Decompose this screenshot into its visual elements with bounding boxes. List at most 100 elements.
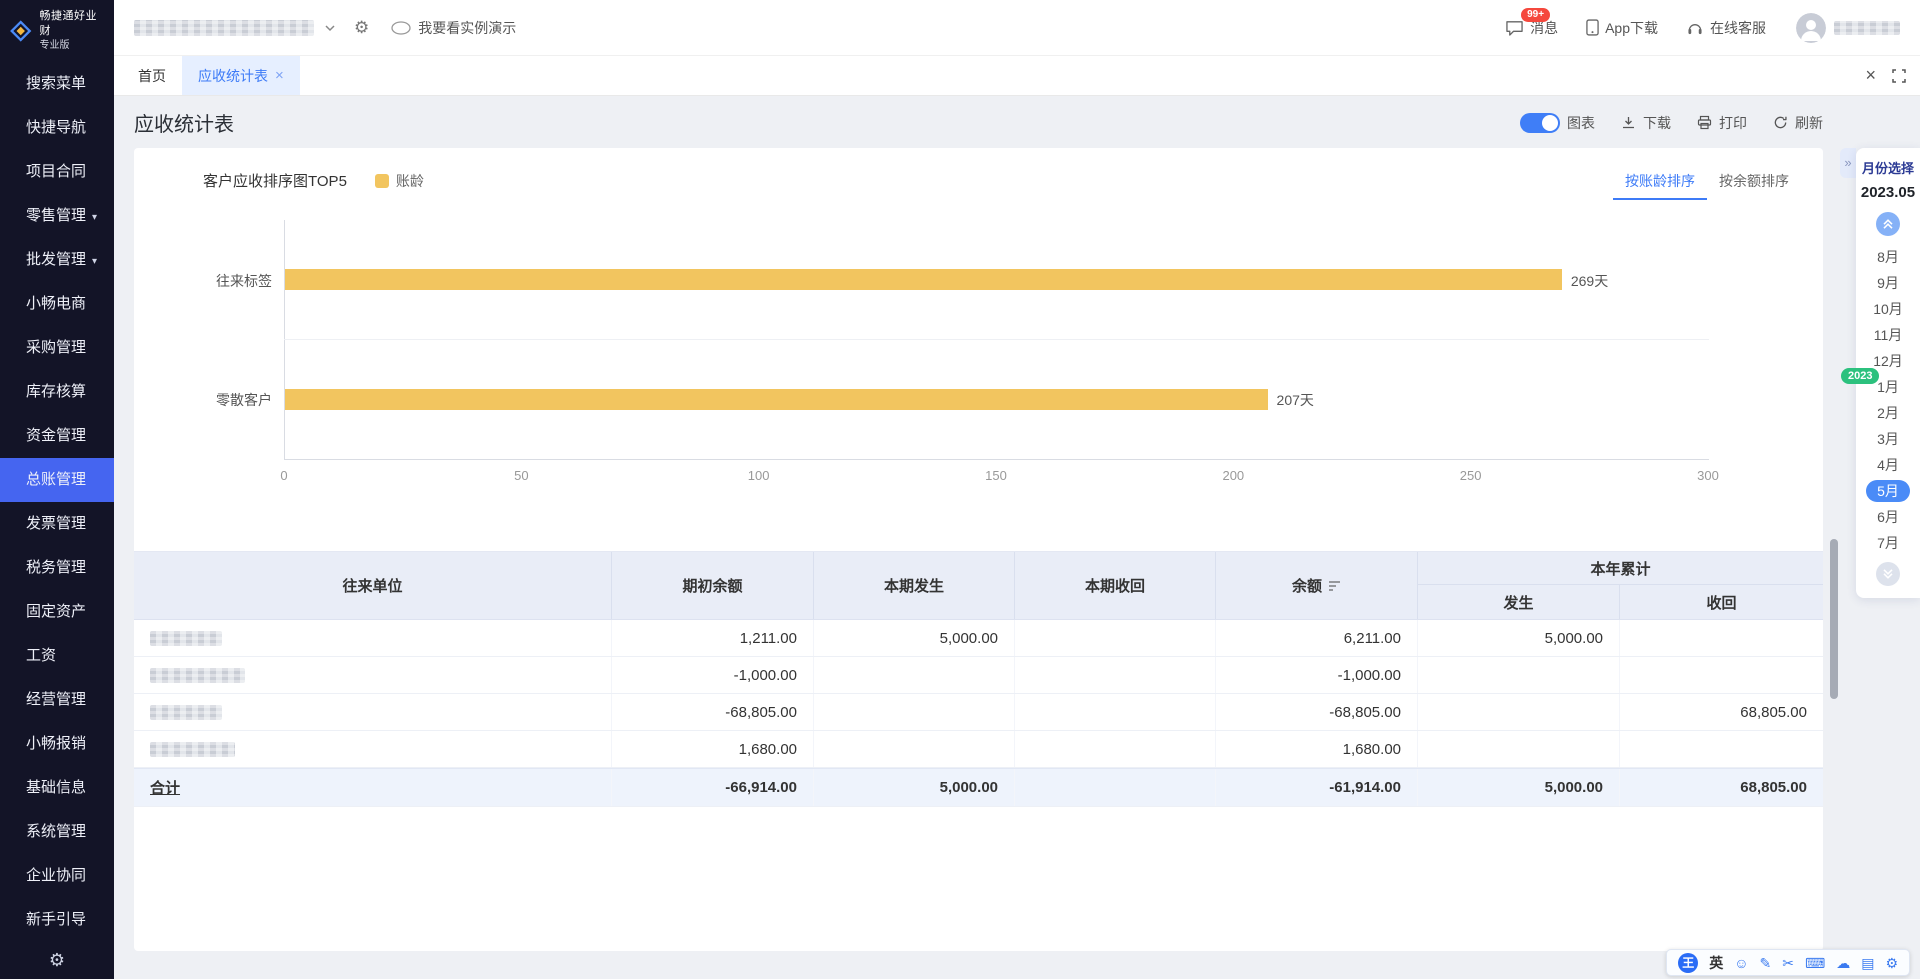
sort-tab-aging[interactable]: 按账龄排序 [1613, 166, 1707, 200]
sidebar-item-6[interactable]: 采购管理 [0, 326, 114, 370]
ime-logo[interactable]: 王 [1678, 952, 1699, 973]
table-row-2[interactable]: -68,805.00 -68,805.00 68,805.00 [134, 694, 1823, 731]
sidebar-item-2[interactable]: 项目合同 [0, 150, 114, 194]
app-download-button[interactable]: App下载 [1586, 18, 1658, 38]
refresh-button[interactable]: 刷新 [1773, 113, 1823, 133]
sidebar-item-label: 搜索菜单 [26, 75, 87, 93]
sidebar-item-17[interactable]: 系统管理 [0, 810, 114, 854]
sidebar-item-5[interactable]: 小畅电商 [0, 282, 114, 326]
messages-badge: 99+ [1521, 7, 1551, 22]
col-header-year-occurred[interactable]: 发生 [1418, 585, 1620, 619]
table-cell: -1,000.00 [612, 657, 814, 693]
col-header-year-recovered[interactable]: 收回 [1706, 594, 1737, 612]
sort-tab-balance[interactable]: 按余额排序 [1719, 173, 1789, 189]
messages-button[interactable]: 99+ 消息 [1505, 7, 1558, 38]
ime-language-mode[interactable]: 英 [1709, 954, 1724, 971]
sidebar-item-label: 小畅电商 [26, 295, 87, 313]
chart-legend[interactable]: 账龄 [374, 171, 424, 191]
col-header-period-occurred[interactable]: 本期发生 [814, 552, 1015, 619]
sidebar-item-7[interactable]: 库存核算 [0, 370, 114, 414]
online-service-button[interactable]: 在线客服 [1686, 18, 1766, 38]
fullscreen-icon[interactable] [1892, 68, 1906, 83]
month-item-selected[interactable]: 5月 [1866, 480, 1910, 502]
col-header-opening-balance[interactable]: 期初余额 [612, 552, 814, 619]
print-button[interactable]: 打印 [1697, 113, 1747, 133]
tab-0[interactable]: 首页 [122, 56, 182, 95]
month-item[interactable]: 6月 [1877, 509, 1899, 525]
company-select[interactable] [134, 19, 336, 36]
main-area: ⚙ 我要看实例演示 99+ 消息 App下载 [114, 0, 1920, 979]
chart-bar[interactable] [285, 269, 1562, 291]
month-item[interactable]: 9月 [1877, 275, 1899, 291]
total-year-recovered: 68,805.00 [1740, 779, 1807, 796]
screenshot-icon[interactable]: ✂ [1782, 954, 1794, 971]
total-label[interactable]: 合计 [150, 780, 181, 797]
table-total-row: 合计 -66,914.00 5,000.00 -61,914.00 5,000.… [134, 768, 1823, 807]
sidebar-item-14[interactable]: 经营管理 [0, 678, 114, 722]
sidebar-item-12[interactable]: 固定资产 [0, 590, 114, 634]
sidebar-item-19[interactable]: 新手引导 [0, 898, 114, 942]
chart-category-label: 往来标签 [216, 272, 272, 289]
sidebar-item-9[interactable]: 总账管理 [0, 458, 114, 503]
sidebar-item-8[interactable]: 资金管理 [0, 414, 114, 458]
month-item[interactable]: 12月 [1873, 353, 1903, 369]
close-content-icon[interactable]: × [1865, 65, 1876, 85]
demo-link[interactable]: 我要看实例演示 [391, 18, 516, 38]
table-row-3[interactable]: 1,680.00 1,680.00 [134, 731, 1823, 768]
emoji-icon[interactable]: ☺ [1734, 954, 1749, 971]
sidebar-settings-gear-icon[interactable]: ⚙ [48, 950, 66, 970]
month-item[interactable]: 1月 [1877, 379, 1899, 395]
month-item[interactable]: 4月 [1877, 457, 1899, 473]
sidebar-item-3[interactable]: 零售管理 ▾ [0, 194, 114, 238]
table-row-1[interactable]: -1,000.00 -1,000.00 [134, 657, 1823, 694]
sidebar-item-11[interactable]: 税务管理 [0, 546, 114, 590]
sidebar-item-13[interactable]: 工资 [0, 634, 114, 678]
table-cell [1015, 620, 1216, 656]
chevron-down-icon: ▾ [92, 212, 98, 224]
chart-bar[interactable] [285, 388, 1268, 410]
sidebar-item-18[interactable]: 企业协同 [0, 854, 114, 898]
cloud-icon[interactable]: ☁ [1836, 954, 1851, 971]
vertical-scrollbar-thumb[interactable] [1830, 539, 1838, 699]
redacted-username[interactable] [1834, 20, 1900, 35]
chart-toggle[interactable] [1520, 112, 1560, 133]
month-item[interactable]: 7月 [1877, 535, 1899, 551]
page-controls: 图表 下载 打印 [1520, 112, 1823, 133]
sidebar-item-1[interactable]: 快捷导航 [0, 106, 114, 150]
workspace-gear-icon[interactable]: ⚙ [354, 17, 370, 37]
table-cell [1620, 731, 1823, 767]
col-header-period-recovered[interactable]: 本期收回 [1015, 552, 1216, 619]
settings-icon[interactable]: ⚙ [1885, 954, 1898, 971]
tab-1[interactable]: 应收统计表 × [182, 56, 300, 95]
table-row-0[interactable]: 1,211.00 5,000.00 6,211.00 5,000.00 [134, 620, 1823, 657]
user-avatar[interactable] [1796, 12, 1826, 43]
sidebar-item-15[interactable]: 小畅报销 [0, 722, 114, 766]
month-item[interactable]: 11月 [1873, 327, 1903, 343]
month-item[interactable]: 8月 [1877, 249, 1899, 265]
col-header-balance[interactable]: 余额 [1216, 552, 1418, 619]
table-cell: 6,211.00 [1216, 620, 1418, 656]
month-item[interactable]: 10月 [1873, 301, 1903, 317]
month-panel-collapse-handle[interactable]: » [1840, 148, 1856, 178]
month-item[interactable]: 2月 [1877, 405, 1899, 421]
month-scroll-up-button[interactable] [1876, 212, 1900, 236]
month-panel: 月份选择 2023.05 8月 9月 10月 11月 12月 1月 2月 3月 4月 5月 6月 7月… [1841, 148, 1920, 598]
tab-close-icon[interactable]: × [275, 67, 284, 84]
tab-label: 应收统计表 [198, 67, 268, 84]
download-button[interactable]: 下载 [1621, 113, 1671, 133]
col-header-unit[interactable]: 往来单位 [134, 552, 612, 619]
toolbox-icon[interactable]: ▤ [1861, 954, 1875, 971]
month-item[interactable]: 3月 [1877, 431, 1899, 447]
sidebar-item-4[interactable]: 批发管理 ▾ [0, 238, 114, 282]
tabbar-actions: × [1865, 56, 1906, 95]
topbar-left: ⚙ 我要看实例演示 [134, 18, 516, 38]
tabbar-tabs: 首页 应收统计表 × [122, 56, 300, 95]
sort-icon[interactable] [1328, 580, 1341, 592]
col-header-balance-label: 余额 [1291, 578, 1322, 595]
month-scroll-down-button[interactable] [1876, 562, 1900, 586]
sidebar-item-0[interactable]: 搜索菜单 [0, 62, 114, 106]
keyboard-icon[interactable]: ⌨ [1804, 954, 1826, 971]
sidebar-item-16[interactable]: 基础信息 [0, 766, 114, 810]
handwriting-icon[interactable]: ✎ [1759, 954, 1772, 971]
sidebar-item-10[interactable]: 发票管理 [0, 502, 114, 546]
